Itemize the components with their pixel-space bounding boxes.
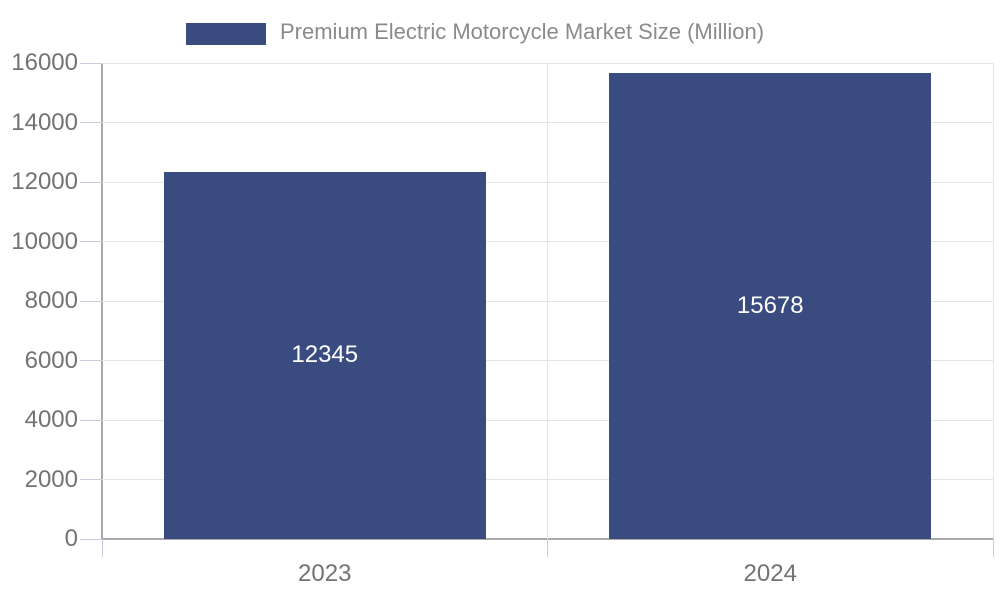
y-tick-label: 6000 xyxy=(24,346,78,374)
legend-label: Premium Electric Motorcycle Market Size … xyxy=(280,19,765,44)
y-axis-tick xyxy=(80,241,102,242)
y-axis-tick xyxy=(80,360,102,361)
y-axis-tick xyxy=(80,62,102,64)
y-tick-label: 2000 xyxy=(24,465,78,493)
y-axis-tick xyxy=(80,479,102,480)
y-axis-tick xyxy=(80,181,102,183)
x-tick-label: 2023 xyxy=(298,560,352,587)
x-axis-tick xyxy=(101,539,103,557)
y-axis-tick xyxy=(80,419,102,421)
legend-swatch xyxy=(186,22,266,45)
category-split-line xyxy=(992,63,994,539)
y-tick-label: 10000 xyxy=(11,227,78,255)
y-tick-label: 0 xyxy=(64,525,78,552)
bar-2023[interactable] xyxy=(163,171,486,539)
y-tick-label: 14000 xyxy=(11,108,78,136)
chart-legend[interactable]: Premium Electric Motorcycle Market Size … xyxy=(186,18,764,46)
x-axis-tick xyxy=(992,539,994,557)
category-split-line xyxy=(547,63,548,539)
y-tick-label: 12000 xyxy=(11,168,78,195)
bar-value-label: 12345 xyxy=(291,341,359,369)
y-axis-tick xyxy=(80,300,102,302)
y-axis-tick xyxy=(80,122,102,123)
y-tick-label: 4000 xyxy=(24,406,78,433)
bar-2024[interactable] xyxy=(609,72,932,539)
y-tick-label: 16000 xyxy=(11,49,78,76)
bar-value-label: 15678 xyxy=(736,291,804,319)
x-axis-tick xyxy=(547,539,548,557)
y-axis-tick xyxy=(80,538,102,540)
x-tick-label: 2024 xyxy=(743,560,797,587)
y-tick-label: 8000 xyxy=(24,287,78,314)
